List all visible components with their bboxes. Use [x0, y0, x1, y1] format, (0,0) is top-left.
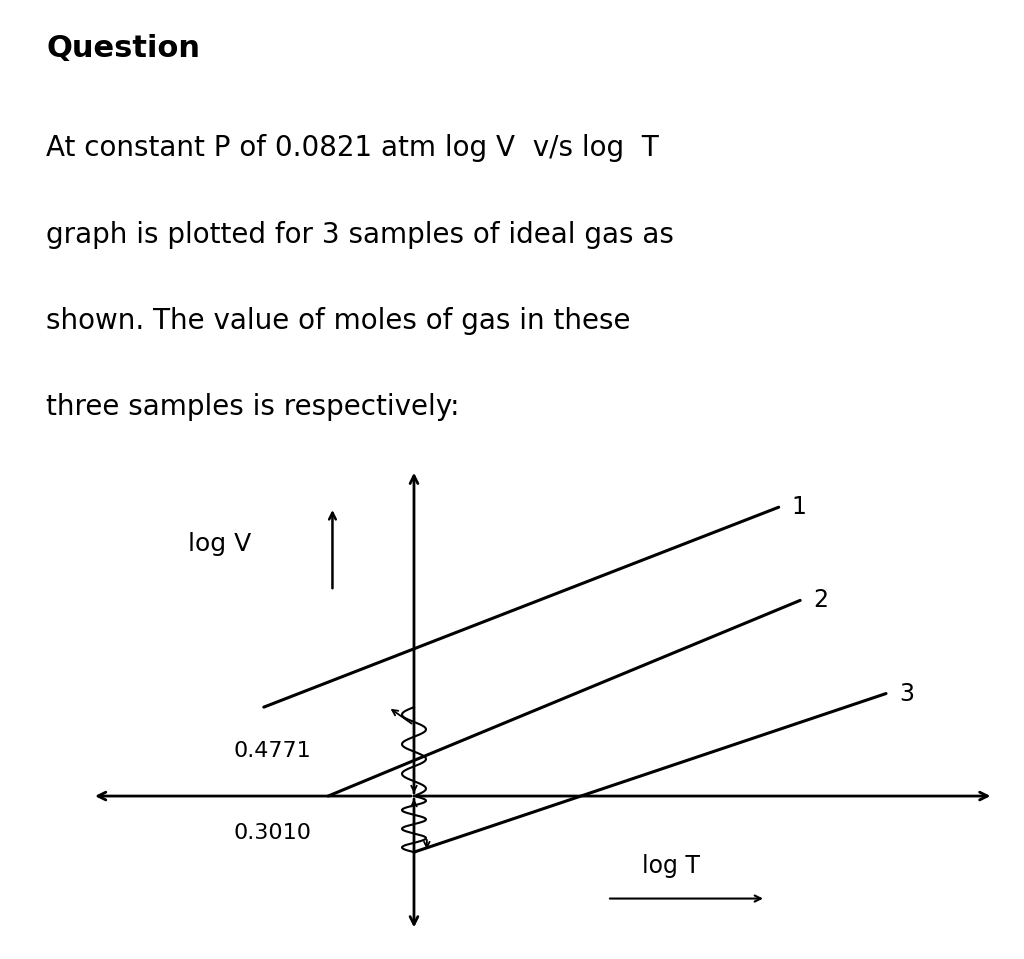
Text: Question: Question [46, 34, 200, 62]
Text: 0.3010: 0.3010 [233, 824, 311, 843]
Text: log V: log V [187, 532, 251, 556]
Text: 2: 2 [813, 589, 828, 613]
Text: 3: 3 [899, 682, 913, 706]
Text: three samples is respectively:: three samples is respectively: [46, 393, 460, 421]
Text: graph is plotted for 3 samples of ideal gas as: graph is plotted for 3 samples of ideal … [46, 221, 674, 248]
Text: 0.4771: 0.4771 [233, 741, 311, 761]
Text: 1: 1 [792, 495, 807, 519]
Text: log T: log T [642, 854, 700, 878]
Text: At constant P of 0.0821 atm log V  v/s log  T: At constant P of 0.0821 atm log V v/s lo… [46, 134, 658, 162]
Text: shown. The value of moles of gas in these: shown. The value of moles of gas in thes… [46, 307, 631, 335]
